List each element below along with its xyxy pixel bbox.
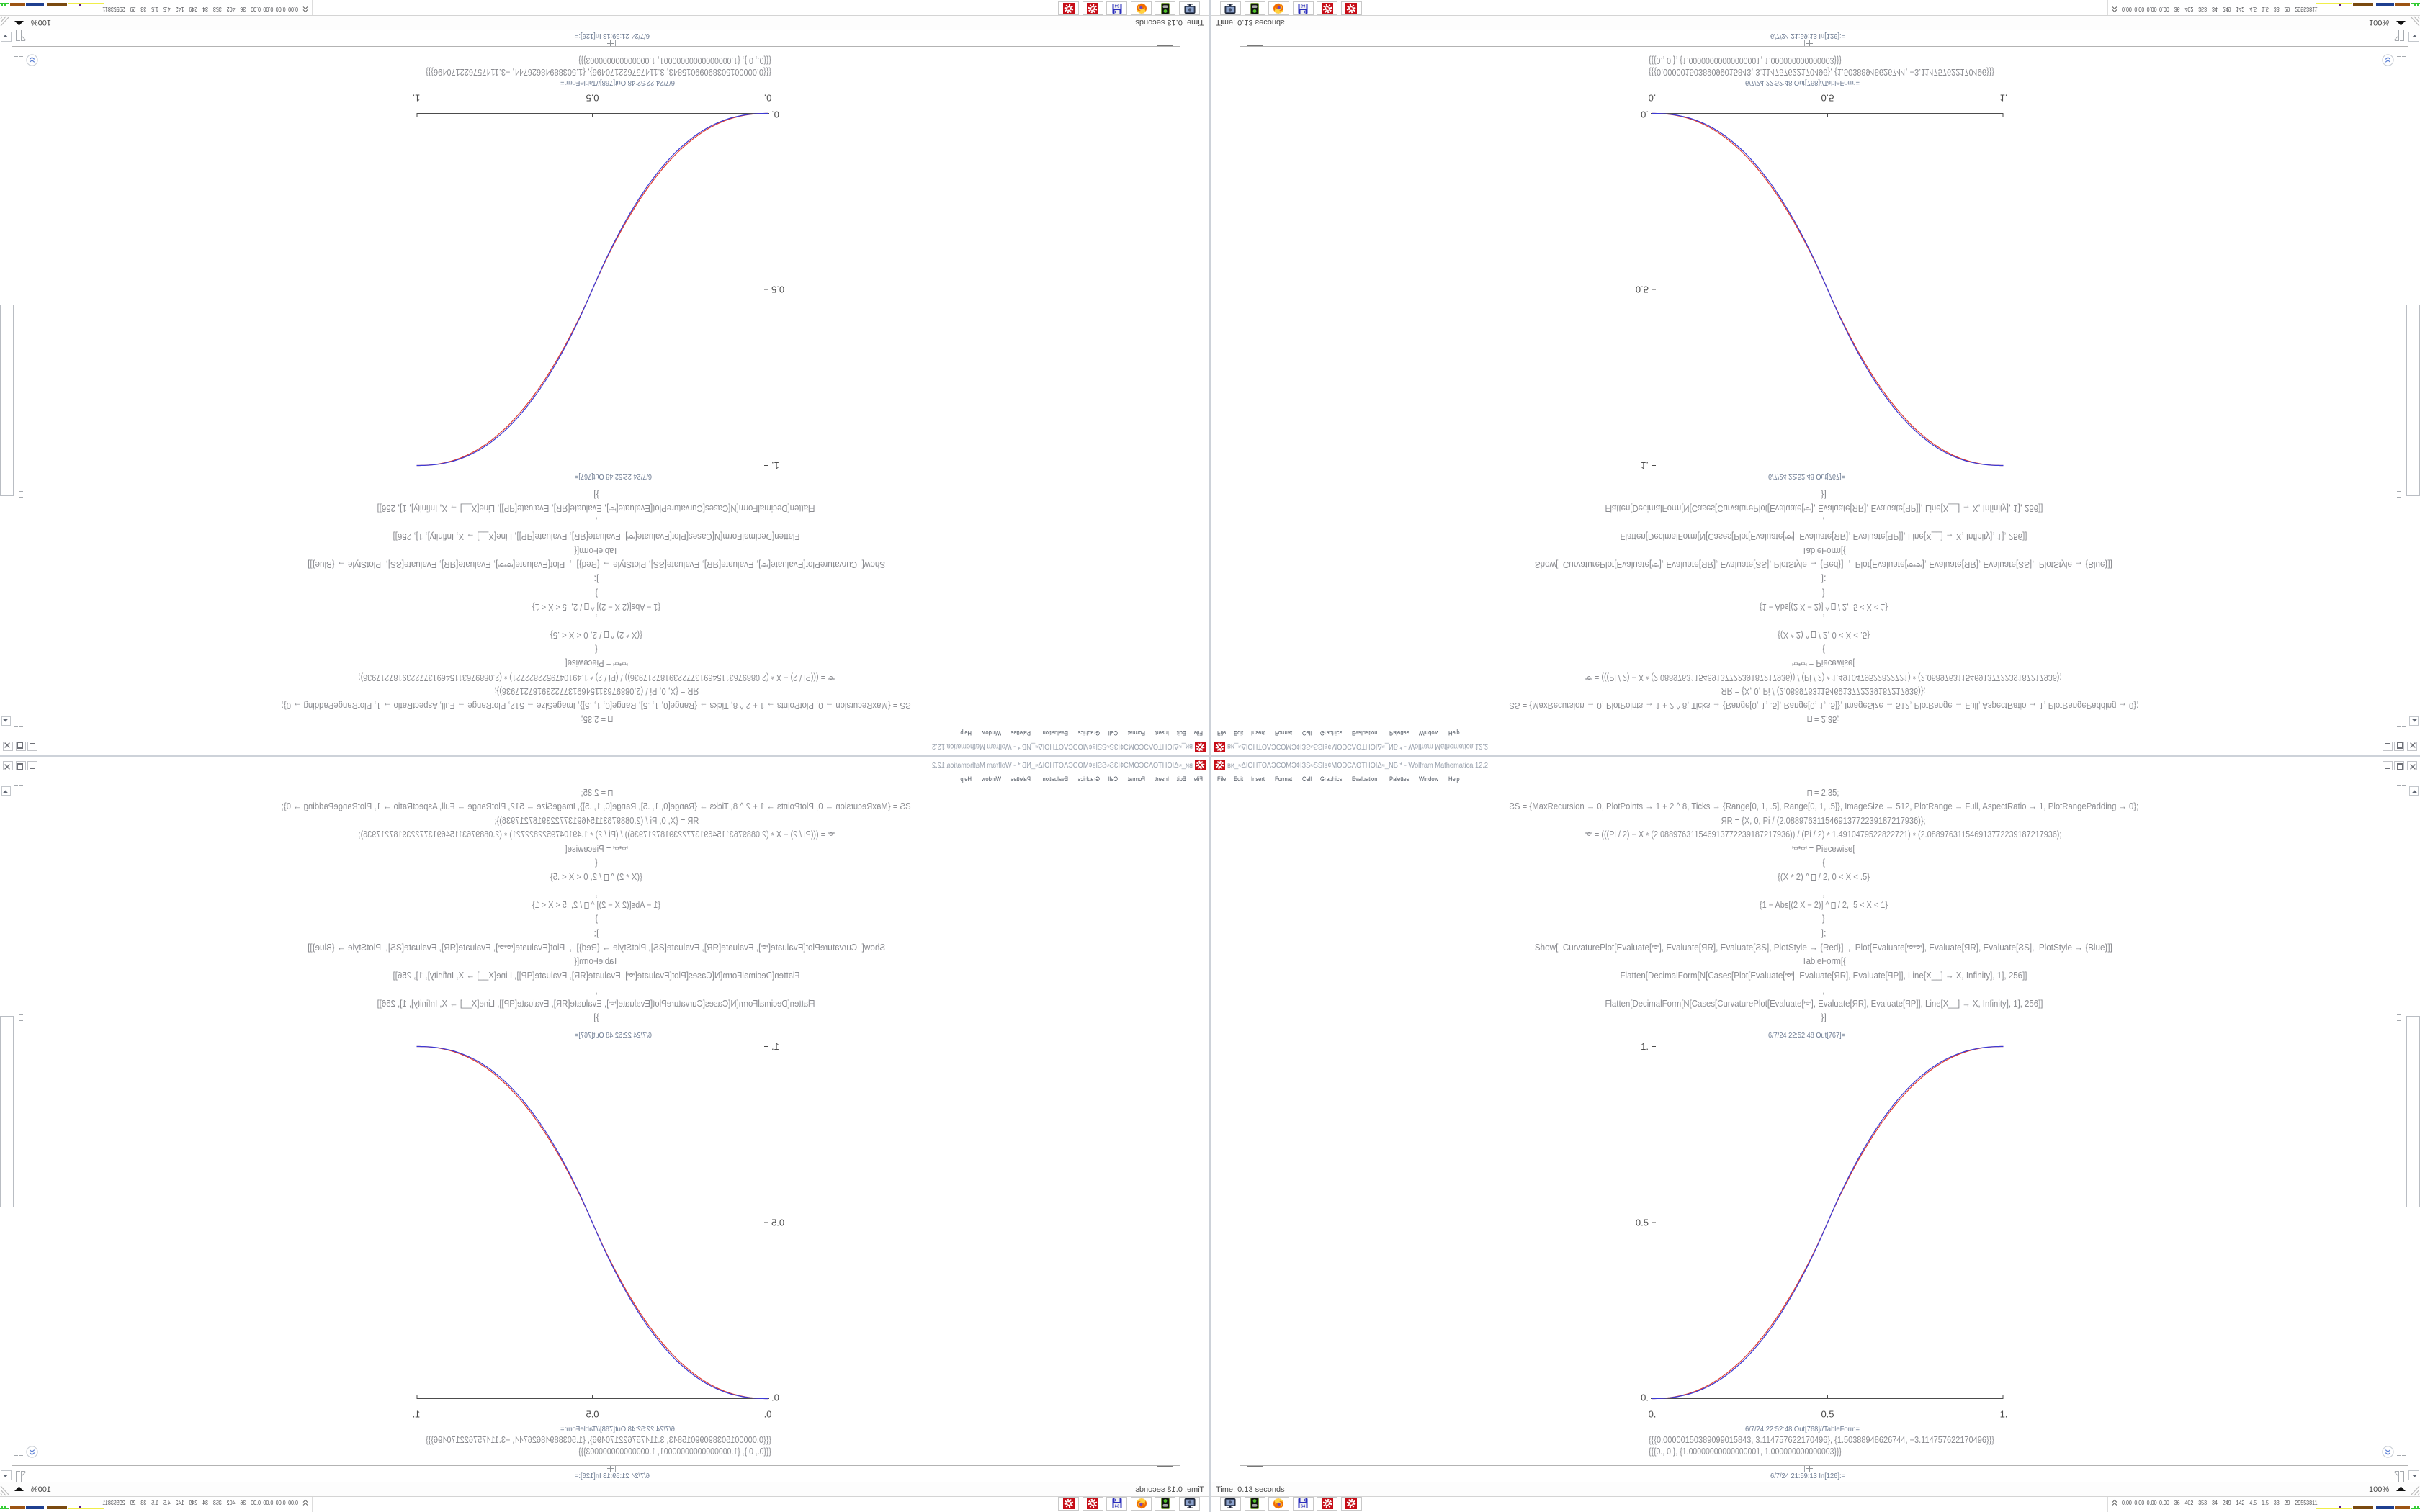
svg-text:0.: 0. bbox=[764, 93, 772, 104]
svg-text:1.: 1. bbox=[1641, 460, 1649, 471]
svg-text:0.: 0. bbox=[764, 1409, 772, 1420]
svg-text:0.: 0. bbox=[1649, 93, 1657, 104]
svg-text:64: 64 bbox=[1300, 1504, 1305, 1508]
svg-text:0.5: 0.5 bbox=[1636, 1218, 1649, 1228]
svg-text:0.5: 0.5 bbox=[1821, 93, 1834, 104]
svg-text:0.: 0. bbox=[1641, 109, 1649, 120]
svg-text:1.: 1. bbox=[2000, 93, 2008, 104]
svg-text:1.: 1. bbox=[413, 93, 421, 104]
svg-text:0.: 0. bbox=[1641, 1392, 1649, 1403]
svg-text:64: 64 bbox=[1115, 4, 1120, 8]
svg-text:0.5: 0.5 bbox=[586, 1409, 599, 1420]
svg-text:64: 64 bbox=[1115, 1504, 1120, 1508]
svg-text:0.5: 0.5 bbox=[1636, 284, 1649, 295]
svg-text:0.5: 0.5 bbox=[1821, 1409, 1834, 1420]
svg-text:1.: 1. bbox=[1641, 1041, 1649, 1052]
svg-text:0.: 0. bbox=[771, 109, 779, 120]
svg-text:0.: 0. bbox=[1649, 1409, 1657, 1420]
svg-text:0.5: 0.5 bbox=[771, 284, 784, 295]
svg-text:1.: 1. bbox=[771, 1041, 779, 1052]
svg-text:0.: 0. bbox=[771, 1392, 779, 1403]
svg-text:1.: 1. bbox=[2000, 1409, 2008, 1420]
svg-text:1.: 1. bbox=[771, 460, 779, 471]
svg-text:0.5: 0.5 bbox=[771, 1218, 784, 1228]
svg-text:1.: 1. bbox=[413, 1409, 421, 1420]
svg-text:0.5: 0.5 bbox=[586, 93, 599, 104]
svg-text:64: 64 bbox=[1300, 4, 1305, 8]
